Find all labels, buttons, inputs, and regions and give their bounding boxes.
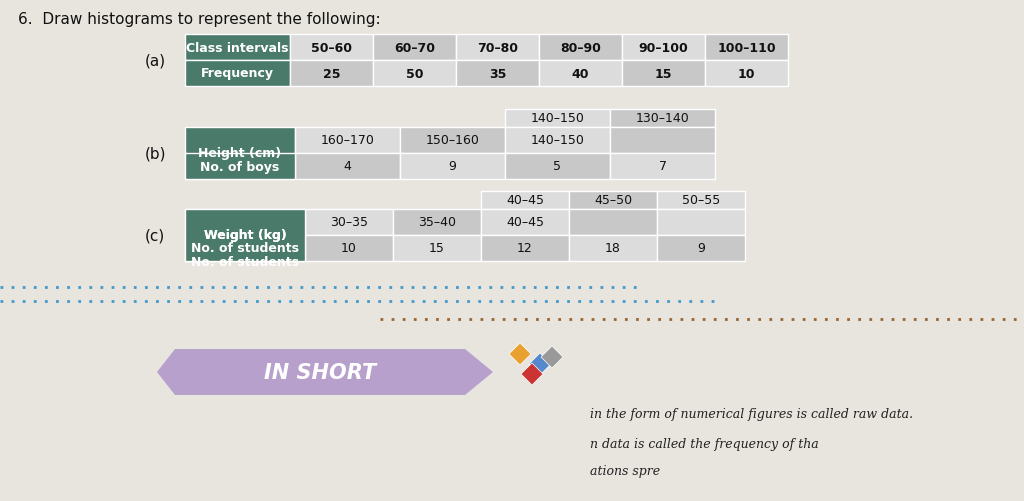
Text: 150–160: 150–160: [426, 134, 479, 147]
Text: 10: 10: [737, 67, 756, 80]
Text: (b): (b): [144, 146, 166, 161]
Text: (a): (a): [144, 54, 166, 68]
Bar: [539, 35, 622, 61]
Text: 40–45: 40–45: [506, 216, 544, 229]
Text: 90–100: 90–100: [639, 42, 688, 55]
Polygon shape: [157, 349, 493, 395]
Text: Class intervals: Class intervals: [186, 42, 289, 55]
Text: 50–60: 50–60: [311, 42, 352, 55]
Bar: [705, 61, 788, 87]
Text: 5: 5: [554, 160, 561, 173]
Bar: [622, 61, 705, 87]
Text: Height (cm): Height (cm): [199, 147, 282, 160]
Text: ations spre: ations spre: [590, 464, 660, 477]
Bar: [569, 191, 657, 209]
Text: 15: 15: [429, 242, 445, 255]
Text: Weight (kg): Weight (kg): [204, 229, 287, 242]
Bar: [393, 209, 481, 235]
Bar: [393, 235, 481, 262]
Text: Frequency: Frequency: [201, 67, 274, 80]
Bar: [400, 154, 505, 180]
Bar: [610, 128, 715, 154]
Text: 130–140: 130–140: [636, 112, 689, 125]
Bar: [456, 35, 539, 61]
Text: Weight (kg): Weight (kg): [204, 229, 287, 242]
Bar: [185, 209, 305, 262]
Bar: [505, 154, 610, 180]
Bar: [185, 235, 305, 262]
Bar: [185, 110, 715, 180]
Bar: [539, 61, 622, 87]
Polygon shape: [509, 343, 531, 365]
Bar: [481, 191, 569, 209]
Text: 80–90: 80–90: [560, 42, 601, 55]
Bar: [295, 128, 400, 154]
Text: 12: 12: [517, 242, 532, 255]
Text: 9: 9: [697, 242, 705, 255]
Bar: [657, 209, 745, 235]
Text: 160–170: 160–170: [321, 134, 375, 147]
Text: 15: 15: [654, 67, 672, 80]
Bar: [657, 191, 745, 209]
Bar: [373, 61, 456, 87]
Text: 40–45: 40–45: [506, 194, 544, 207]
Bar: [305, 209, 393, 235]
Text: in the form of numerical figures is called raw data.: in the form of numerical figures is call…: [590, 408, 913, 421]
Bar: [657, 235, 745, 262]
Bar: [569, 235, 657, 262]
Text: 45–50: 45–50: [594, 194, 632, 207]
Bar: [295, 154, 400, 180]
Text: 30–35: 30–35: [330, 216, 368, 229]
Text: 60–70: 60–70: [394, 42, 435, 55]
Text: 10: 10: [341, 242, 357, 255]
Bar: [290, 35, 373, 61]
Bar: [481, 209, 569, 235]
Polygon shape: [521, 363, 543, 385]
Text: No. of students: No. of students: [191, 255, 299, 268]
Bar: [569, 209, 657, 235]
Text: 35–40: 35–40: [418, 216, 456, 229]
Text: No. of students: No. of students: [191, 242, 299, 255]
Bar: [185, 154, 295, 180]
Bar: [185, 209, 305, 262]
Bar: [185, 128, 295, 180]
Text: 35: 35: [488, 67, 506, 80]
Text: 25: 25: [323, 67, 340, 80]
Bar: [400, 128, 505, 154]
Text: IN SHORT: IN SHORT: [264, 362, 376, 382]
Bar: [290, 61, 373, 87]
Text: No. of boys: No. of boys: [201, 160, 280, 173]
Bar: [622, 35, 705, 61]
Text: 140–150: 140–150: [530, 112, 585, 125]
Bar: [185, 61, 290, 87]
Polygon shape: [541, 346, 563, 368]
Bar: [705, 35, 788, 61]
Bar: [481, 235, 569, 262]
Text: (c): (c): [144, 228, 165, 243]
Bar: [185, 35, 290, 61]
Text: 4: 4: [344, 160, 351, 173]
Text: 70–80: 70–80: [477, 42, 518, 55]
Text: 7: 7: [658, 160, 667, 173]
Bar: [610, 154, 715, 180]
Text: 18: 18: [605, 242, 621, 255]
Bar: [305, 235, 393, 262]
Bar: [456, 61, 539, 87]
Bar: [505, 110, 610, 128]
Text: 140–150: 140–150: [530, 134, 585, 147]
Text: 50–55: 50–55: [682, 194, 720, 207]
Bar: [505, 128, 610, 154]
Text: 9: 9: [449, 160, 457, 173]
Polygon shape: [529, 353, 551, 375]
Text: n data is called the frequency of tha: n data is called the frequency of tha: [590, 438, 819, 450]
Bar: [373, 35, 456, 61]
Text: 100–110: 100–110: [717, 42, 776, 55]
Text: 50: 50: [406, 67, 423, 80]
Bar: [610, 110, 715, 128]
Text: 40: 40: [571, 67, 589, 80]
Text: 6.  Draw histograms to represent the following:: 6. Draw histograms to represent the foll…: [18, 12, 381, 27]
